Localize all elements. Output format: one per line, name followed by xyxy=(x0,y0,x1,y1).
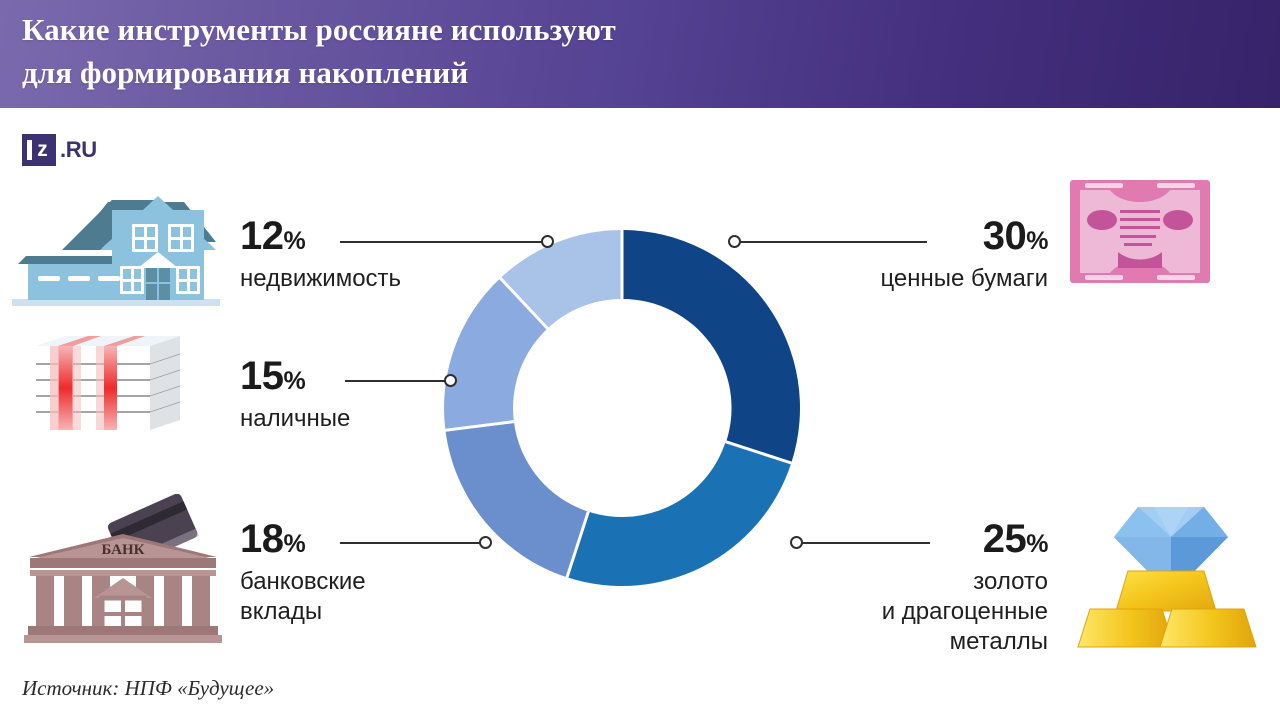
callout-deposits-value: 18% xyxy=(240,517,306,561)
callout-cash: 15% наличные xyxy=(240,355,350,434)
callout-securities-value: 30% xyxy=(982,214,1049,258)
logo-letter-i xyxy=(27,140,32,160)
callout-deposits-label: банковские вклады xyxy=(240,568,366,625)
callout-realestate: 12% недвижимость xyxy=(240,215,401,294)
callout-realestate-value: 12% xyxy=(240,214,306,258)
donut-slice-realestate[interactable] xyxy=(500,230,622,329)
callout-realestate-label: недвижимость xyxy=(240,265,402,292)
donut-slice-gold[interactable] xyxy=(567,441,792,586)
callout-cash-value: 15% xyxy=(240,354,306,398)
leader-line-gold xyxy=(800,542,930,544)
securities-certificate-illustration xyxy=(1070,180,1210,283)
callout-gold-label: золото и драгоценные металлы xyxy=(881,568,1048,655)
leader-dot-cash xyxy=(444,374,457,387)
callout-gold-value: 25% xyxy=(982,517,1049,561)
leader-line-realestate xyxy=(340,241,543,243)
logo-letter-z: z xyxy=(37,138,48,161)
leader-line-securities xyxy=(737,241,927,243)
logo-domain-text: .RU xyxy=(60,137,97,162)
leader-line-deposits xyxy=(340,542,480,544)
callout-securities-label: ценные бумаги xyxy=(880,265,1048,292)
callout-securities: 30% ценные бумаги xyxy=(880,215,1048,294)
leader-dot-gold xyxy=(790,536,803,549)
bank-sign-text: БАНК xyxy=(101,542,144,558)
callout-cash-label: наличные xyxy=(240,405,351,432)
source-note: Источник: НПФ «Будущее» xyxy=(22,676,275,700)
donut-svg xyxy=(444,230,800,586)
house-illustration xyxy=(8,196,224,314)
slice-separators xyxy=(445,230,792,578)
callout-gold: 25% золото и драгоценные металлы xyxy=(881,517,1049,657)
page-title: Какие инструменты россияне используют дл… xyxy=(22,12,616,90)
header-banner: Какие инструменты россияне используют дл… xyxy=(0,0,1280,108)
leader-dot-securities xyxy=(728,235,741,248)
donut-slice-deposits[interactable] xyxy=(445,421,589,578)
callout-deposits: 18% банковские вклады xyxy=(240,518,366,627)
donut-slice-securities[interactable] xyxy=(622,230,800,463)
bank-building-illustration: БАНК xyxy=(24,494,222,646)
diamond-and-gold-bars-illustration xyxy=(1076,495,1266,655)
leader-dot-deposits xyxy=(479,536,492,549)
leader-line-cash xyxy=(345,380,445,382)
iz-logo-mark: z xyxy=(22,134,56,166)
iz-ru-logo[interactable]: z .RU xyxy=(22,133,97,167)
savings-instruments-donut-chart xyxy=(432,218,812,598)
donut-slice-cash[interactable] xyxy=(444,278,548,431)
gold-bars xyxy=(1077,570,1257,648)
cash-bundles-illustration xyxy=(28,334,190,446)
leader-dot-realestate xyxy=(541,235,554,248)
